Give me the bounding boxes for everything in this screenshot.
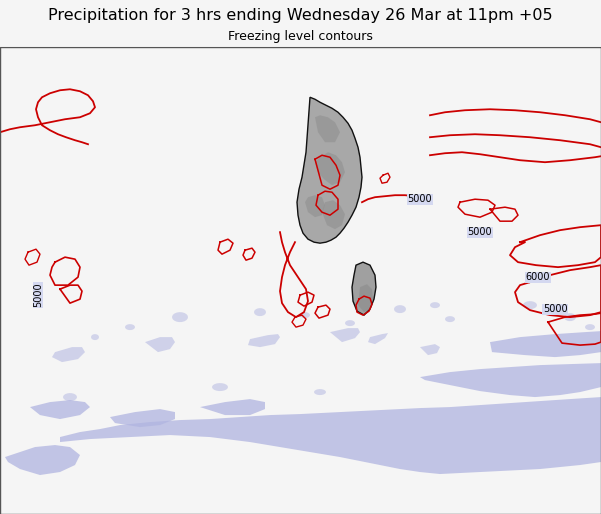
Polygon shape xyxy=(30,400,90,419)
Polygon shape xyxy=(420,363,601,397)
Polygon shape xyxy=(345,320,355,326)
Polygon shape xyxy=(200,399,265,415)
Polygon shape xyxy=(91,334,99,340)
Polygon shape xyxy=(564,313,576,321)
Text: Precipitation for 3 hrs ending Wednesday 26 Mar at 11pm +05: Precipitation for 3 hrs ending Wednesday… xyxy=(48,8,553,23)
Text: 5000: 5000 xyxy=(468,227,492,237)
Polygon shape xyxy=(125,324,135,330)
Text: 5000: 5000 xyxy=(407,194,432,204)
Polygon shape xyxy=(358,284,373,312)
Polygon shape xyxy=(305,195,325,217)
Polygon shape xyxy=(145,337,175,352)
Polygon shape xyxy=(322,200,345,229)
Polygon shape xyxy=(490,331,601,357)
Polygon shape xyxy=(300,312,310,318)
Polygon shape xyxy=(60,397,601,474)
Text: 6000: 6000 xyxy=(526,272,551,282)
Polygon shape xyxy=(315,152,345,185)
Polygon shape xyxy=(330,328,360,342)
Polygon shape xyxy=(172,312,188,322)
Polygon shape xyxy=(420,344,440,355)
Polygon shape xyxy=(297,97,362,243)
Polygon shape xyxy=(352,262,376,315)
Text: Freezing level contours: Freezing level contours xyxy=(228,30,373,43)
Polygon shape xyxy=(368,333,388,344)
Polygon shape xyxy=(52,347,85,362)
Polygon shape xyxy=(110,409,175,427)
Polygon shape xyxy=(315,115,340,142)
Polygon shape xyxy=(394,305,406,313)
Polygon shape xyxy=(314,389,326,395)
Polygon shape xyxy=(445,316,455,322)
Text: 5000: 5000 xyxy=(33,283,43,307)
Polygon shape xyxy=(248,334,280,347)
Polygon shape xyxy=(254,308,266,316)
Polygon shape xyxy=(585,324,595,330)
Polygon shape xyxy=(63,393,77,401)
Polygon shape xyxy=(212,383,228,391)
Polygon shape xyxy=(430,302,440,308)
Polygon shape xyxy=(523,301,537,309)
Polygon shape xyxy=(5,445,80,475)
Text: 5000: 5000 xyxy=(543,304,567,314)
